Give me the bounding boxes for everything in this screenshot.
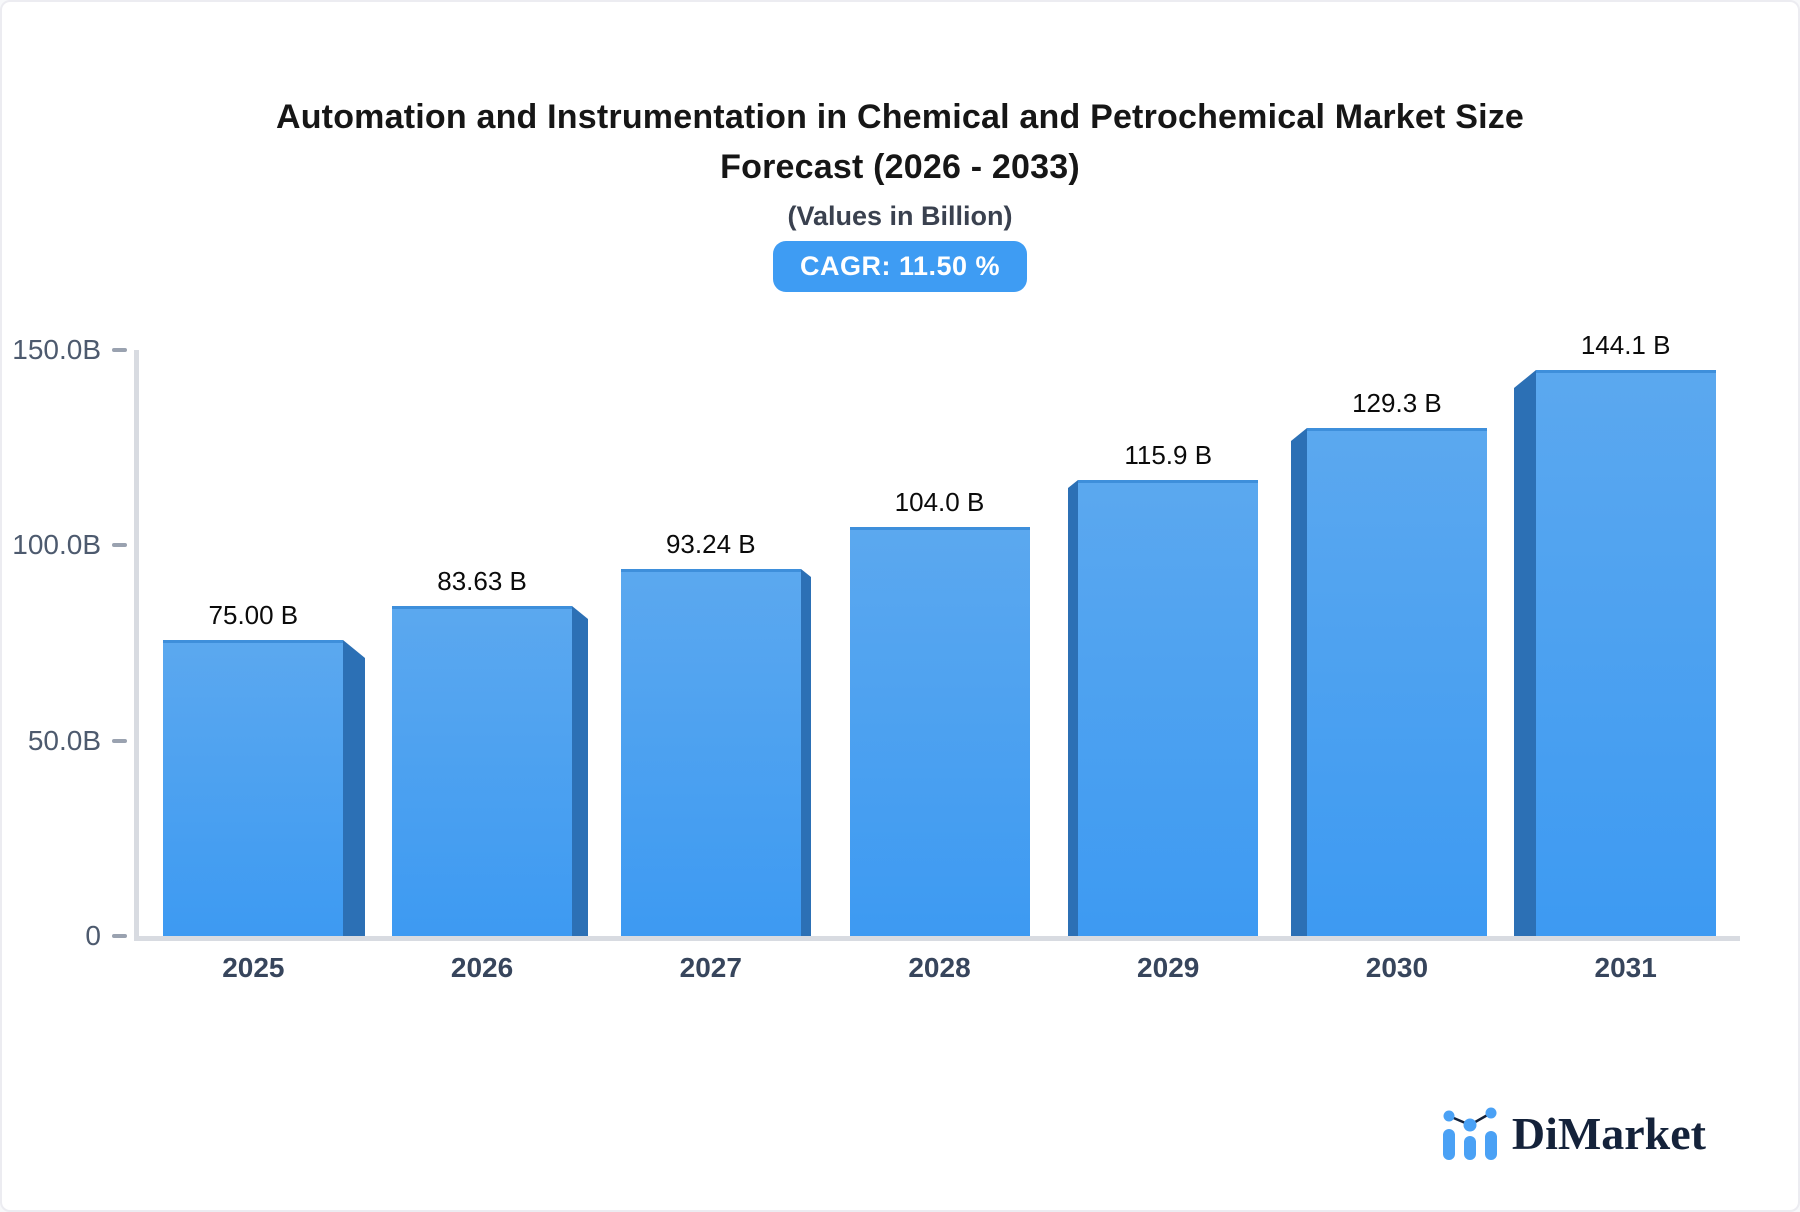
bar-side-face [1514,370,1536,936]
bar-value-label: 75.00 B [208,600,299,630]
bar-2030[interactable] [1291,428,1487,936]
y-axis-tick-mark [112,348,127,352]
bar-2025[interactable] [163,640,365,936]
bar-value-label: 144.1 B [1580,330,1671,360]
cagr-badge: CAGR: 11.50 % [772,241,1028,292]
bar-2026[interactable] [392,606,588,936]
title-line-1: Automation and Instrumentation in Chemic… [275,98,1525,136]
y-axis-tick-mark [112,934,127,938]
bar-line-chart-icon [1442,1107,1497,1160]
plot-area: 75.00 B 2025 83.63 B 2026 93.24 B 2027 104.0 B… [12,330,1740,983]
bar-2028[interactable] [850,527,1030,936]
bar-2029[interactable] [1068,480,1258,936]
bar-side-face [343,640,365,936]
bar-value-label: 93.24 B [665,529,756,559]
page-title: Automation and Instrumentation in Chemic… [2,92,1798,192]
y-axis-tick-label: 100.0B [12,529,101,561]
chart-subtitle: (Values in Billion) [787,201,1013,231]
bar-side-face [1291,428,1307,936]
bar-value-label: 115.9 B [1124,440,1213,470]
y-axis-tick-label: 50.0B [27,724,101,756]
x-axis-label: 2031 [1594,952,1657,983]
y-axis-tick-mark [112,738,127,743]
bar-value-label: 83.63 B [437,566,527,596]
x-axis-label: 2029 [1137,952,1200,983]
logo-text: DiMarket [1511,1107,1706,1159]
x-axis-label: 2030 [1365,952,1429,983]
y-axis-tick-mark [112,543,127,548]
bar-value-label: 129.3 B [1352,388,1442,418]
bar-value-label: 104.0 B [894,487,985,517]
bar-2027[interactable] [621,569,811,936]
bar-side-face [572,606,588,936]
bar-2031[interactable] [1514,370,1716,936]
x-axis-label: 2026 [450,952,514,983]
x-axis-label: 2028 [908,952,971,983]
title-line-2: Forecast (2026 - 2033) [720,148,1080,186]
x-axis-label: 2025 [222,952,285,983]
bar-side-face [801,569,811,936]
y-axis-tick-label: 0 [85,920,101,951]
chart-header: Automation and Instrumentation in Chemic… [2,92,1798,292]
dimarket-logo: DiMarket [1441,1106,1706,1160]
y-axis-tick-label: 150.0B [12,334,101,365]
bar-side-face [1068,480,1078,936]
x-axis-label: 2027 [679,952,742,983]
